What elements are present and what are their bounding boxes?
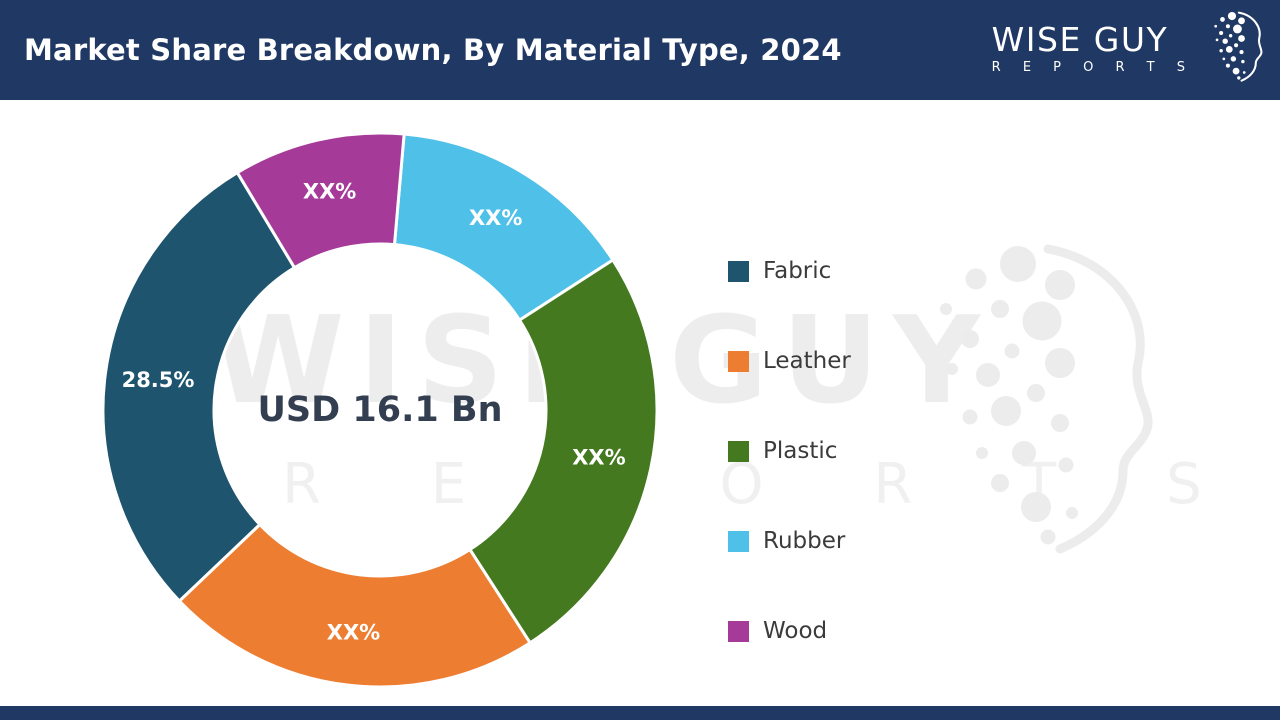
legend-label-fabric: Fabric — [763, 257, 832, 284]
pie-slice-plastic — [468, 258, 659, 645]
legend-swatch-plastic — [728, 440, 749, 462]
pie-slice-label-fabric: 28.5% — [122, 368, 195, 392]
brand-head-dots-icon — [1198, 9, 1266, 87]
legend-item-leather: Leather — [728, 348, 851, 374]
legend-swatch-rubber — [728, 530, 749, 552]
pie-slice-wood — [235, 131, 406, 270]
pie-slice-label-leather: XX% — [327, 620, 380, 644]
legend-label-wood: Wood — [763, 617, 828, 644]
legend-swatch-fabric — [728, 260, 749, 282]
legend-item-rubber: Rubber — [728, 528, 851, 554]
brand-logo-text: WISE GUY R E P O R T S — [991, 19, 1194, 76]
pie-slice-label-plastic: XX% — [572, 445, 625, 469]
legend-item-fabric: Fabric — [728, 258, 851, 284]
pie-slice-leather — [177, 522, 532, 689]
brand-name: WISE GUY — [991, 19, 1169, 59]
legend-label-leather: Leather — [763, 347, 851, 374]
watermark-head-dots-icon — [868, 205, 1168, 609]
legend-item-wood: Wood — [728, 618, 851, 644]
brand-subtitle: R E P O R T S — [991, 60, 1194, 76]
pie-slice-fabric — [101, 171, 296, 603]
brand-logo: WISE GUY R E P O R T S — [992, 9, 1266, 87]
pie-slice-label-wood: XX% — [303, 180, 356, 204]
legend-item-plastic: Plastic — [728, 438, 851, 464]
legend-label-rubber: Rubber — [763, 527, 846, 554]
footer-bar — [0, 706, 1280, 720]
pie-slice-label-rubber: XX% — [469, 206, 522, 230]
donut-chart: XX% XX% XX% 28.5% XX% — [100, 130, 660, 690]
legend: Fabric Leather Plastic Rubber Wood — [728, 258, 851, 644]
legend-swatch-leather — [728, 350, 749, 372]
donut-svg: XX% XX% XX% 28.5% XX% — [101, 131, 659, 689]
header: Market Share Breakdown, By Material Type… — [0, 0, 1280, 100]
page-title: Market Share Breakdown, By Material Type… — [24, 33, 842, 67]
legend-label-plastic: Plastic — [763, 437, 838, 464]
legend-swatch-wood — [728, 620, 749, 642]
